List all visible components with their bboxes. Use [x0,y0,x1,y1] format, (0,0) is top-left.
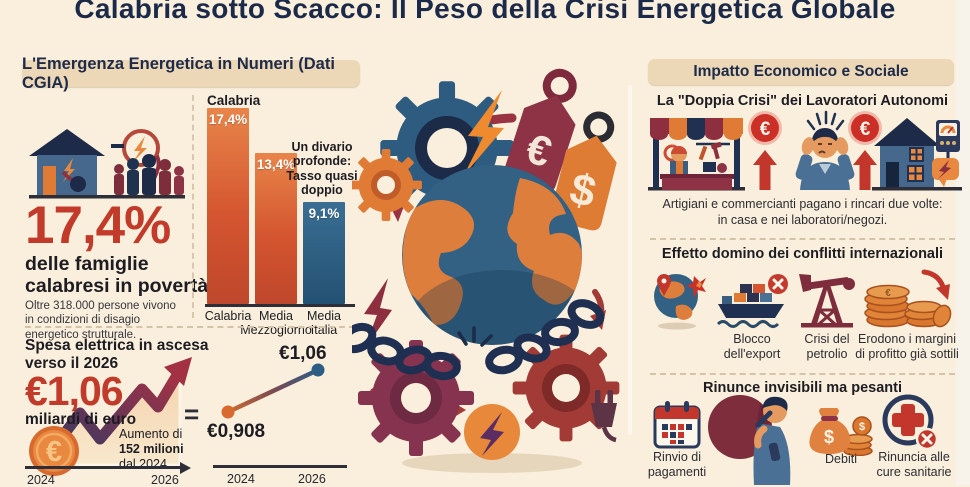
mini-point-label-2026: €1,06 [279,343,327,364]
debt-burden-person-icon [708,395,791,485]
bar-chart-baseline [205,304,355,307]
market-stall-icon [648,118,745,191]
mini-axis-start: 2024 [227,472,255,486]
label-debts: Debiti [825,452,857,466]
mini-x-axis [213,465,347,468]
trend-axis-end: 2026 [151,473,179,487]
label-margins: Erodono i margini di profitto già sottil… [855,332,959,361]
left-horizontal-divider [25,326,355,328]
svg-text:€: € [46,436,62,468]
bar-category-label: Media Italia [306,309,342,337]
equals-sign: = [184,399,200,429]
trend-x-axis [25,466,181,469]
left-panel-header: L'Emergenza Energetica in Numeri (Dati C… [22,55,360,92]
right-panel-header: Impatto Economico e Sociale [648,59,954,85]
euro-rise-badge-icon: € [748,111,782,190]
bar-chart-series-label: Calabria [207,93,261,108]
mini-line-chart: €1,06 €0,908 2024 2026 [205,335,357,486]
mini-point-label-2024: €0,908 [207,421,266,442]
svg-text:€: € [860,119,871,140]
oil-pump-icon [799,274,855,328]
bar-category-label: Calabria [204,309,252,323]
bar-media-mezzogiorno: 13,4% [255,153,297,304]
spending-unit: miliardi di euro [25,411,137,428]
trend-axis-start: 2024 [27,473,55,487]
mini-axis-end: 2026 [298,472,326,486]
section2-heading: Effetto domino dei conflitti internazion… [661,246,944,262]
mini-line-plot [221,363,325,419]
poverty-label: delle famiglie calabresi in povertà [25,253,209,297]
euro-coin-icon: € [29,426,79,476]
section3-heading: Rinunce invisibili ma pesanti [702,380,903,396]
label-oil: Crisi del petrolio [804,332,850,361]
bar-calabria: 17,4% [207,108,249,304]
label-health: Rinuncia alle cure sanitarie [876,450,952,479]
svg-text:$: $ [824,427,834,447]
chain-icon [352,299,604,378]
family-icon [114,154,184,195]
poverty-note: Oltre 318.000 persone vivono in condizio… [25,300,176,341]
coin-stack-icon: € [864,269,952,328]
center-divider [628,85,632,435]
trend-arrow-icon [40,357,192,467]
right-edge-strip [956,0,970,485]
house-meter-icon [872,118,962,191]
label-payments: Rinvio di pagamenti [647,450,707,479]
calendar-icon [653,401,701,449]
house-energy-icon [29,129,185,199]
section1-caption: Artigiani e commercianti pagano i rincar… [662,197,943,228]
export-ship-icon [716,274,788,328]
plug-icon [591,390,617,443]
svg-text:€: € [760,119,771,140]
shadow [402,453,582,473]
bar-chart: Calabria 17,4% 13,4% 9,1% Calabria Media… [205,88,360,350]
poverty-big-value: 17,4% [25,196,171,255]
conflict-globe-icon [654,274,706,330]
svg-text:$: $ [859,421,865,433]
svg-text:€: € [885,288,891,299]
lightning-icon [464,90,504,175]
money-bag-icon: $ $ [809,408,873,456]
bar-chart-annotation: Un divario profonde: Tasso quasi doppio [286,140,358,198]
section1-heading: La "Doppia Crisi" dei Lavoratori Autonom… [656,93,949,109]
axis-arrow-icon [180,462,191,474]
globe-chained-icon: € $ [352,68,620,473]
spending-title: Spesa elettrica in ascesa verso il 2026 [25,337,209,372]
spending-note: Aumento di 152 milioni dal 2024 [119,427,184,471]
spending-big-value: €1,06 [25,368,124,414]
healthcare-cross-icon [882,394,939,451]
right-divider-1 [650,238,955,240]
left-vertical-divider [192,95,194,318]
label-export: Blocco dell'export [723,332,781,361]
stressed-person-icon [795,110,855,190]
bar-media-italia: 9,1% [303,202,345,304]
euro-tag-icon: € [503,68,577,193]
page-title: Calabria sotto Scacco: Il Peso della Cri… [74,0,896,24]
euro-rise-badge-icon: € [848,111,882,190]
right-divider-2 [650,373,955,375]
